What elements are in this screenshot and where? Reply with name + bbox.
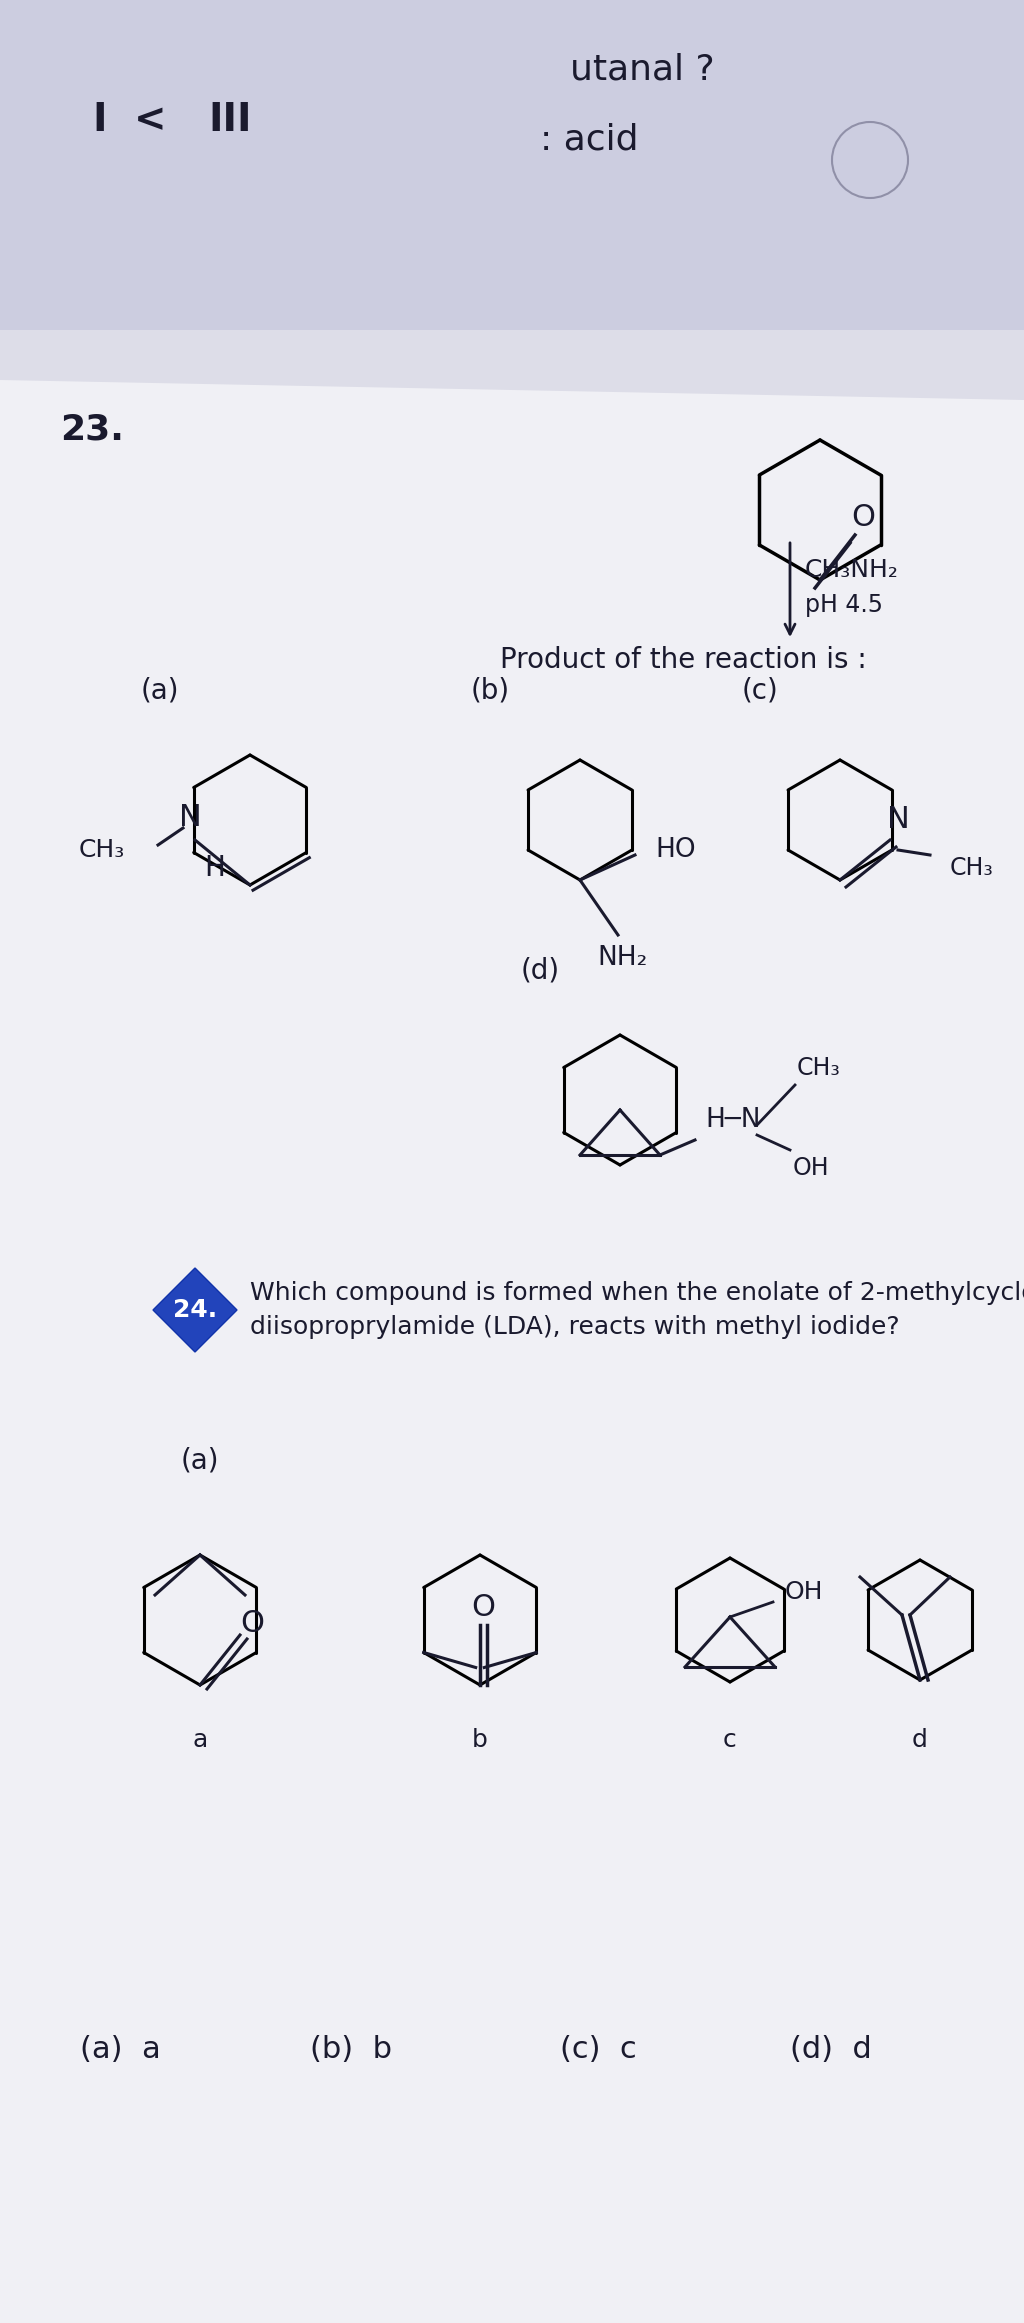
Polygon shape [0, 330, 1024, 400]
Text: c: c [723, 1728, 737, 1752]
Text: <: < [134, 100, 166, 139]
Text: 24.: 24. [173, 1299, 217, 1322]
Text: O: O [471, 1594, 495, 1621]
Text: N: N [887, 806, 909, 834]
Text: I: I [93, 100, 108, 139]
Text: Product of the reaction is :: Product of the reaction is : [500, 646, 866, 674]
Text: (a): (a) [181, 1445, 219, 1475]
Text: O: O [851, 502, 874, 532]
Text: OH: OH [793, 1157, 829, 1180]
Text: (d): (d) [520, 957, 559, 985]
Text: (b): (b) [470, 676, 510, 704]
Text: CH₃: CH₃ [797, 1057, 841, 1080]
Text: NH₂: NH₂ [597, 945, 647, 971]
Text: CH₃NH₂: CH₃NH₂ [805, 558, 899, 583]
Text: (a): (a) [140, 676, 179, 704]
Text: a: a [193, 1728, 208, 1752]
Text: : acid: : acid [540, 123, 639, 158]
Text: N: N [178, 804, 202, 832]
Text: HO: HO [655, 836, 695, 864]
Text: (c): (c) [741, 676, 778, 704]
Text: CH₃: CH₃ [79, 839, 125, 862]
Text: d: d [912, 1728, 928, 1752]
Text: utanal ?: utanal ? [570, 53, 715, 86]
Text: (b)  b: (b) b [310, 2035, 392, 2065]
Bar [0, 330, 1024, 2323]
Text: (c)  c: (c) c [560, 2035, 637, 2065]
Text: H─N: H─N [705, 1108, 761, 1134]
Text: O: O [240, 1608, 264, 1638]
Bar [0, 0, 1024, 381]
Text: Which compound is formed when the enolate of 2-methylcyclohexanone, formed from : Which compound is formed when the enolat… [250, 1282, 1024, 1338]
Text: CH₃: CH₃ [950, 855, 994, 880]
Text: (d)  d: (d) d [790, 2035, 871, 2065]
Text: H: H [205, 855, 225, 883]
Text: OH: OH [785, 1580, 823, 1603]
Text: 23.: 23. [60, 413, 124, 446]
Text: III: III [208, 100, 252, 139]
Text: pH 4.5: pH 4.5 [805, 592, 883, 618]
Text: b: b [472, 1728, 488, 1752]
Text: (a)  a: (a) a [80, 2035, 161, 2065]
Polygon shape [153, 1268, 237, 1352]
